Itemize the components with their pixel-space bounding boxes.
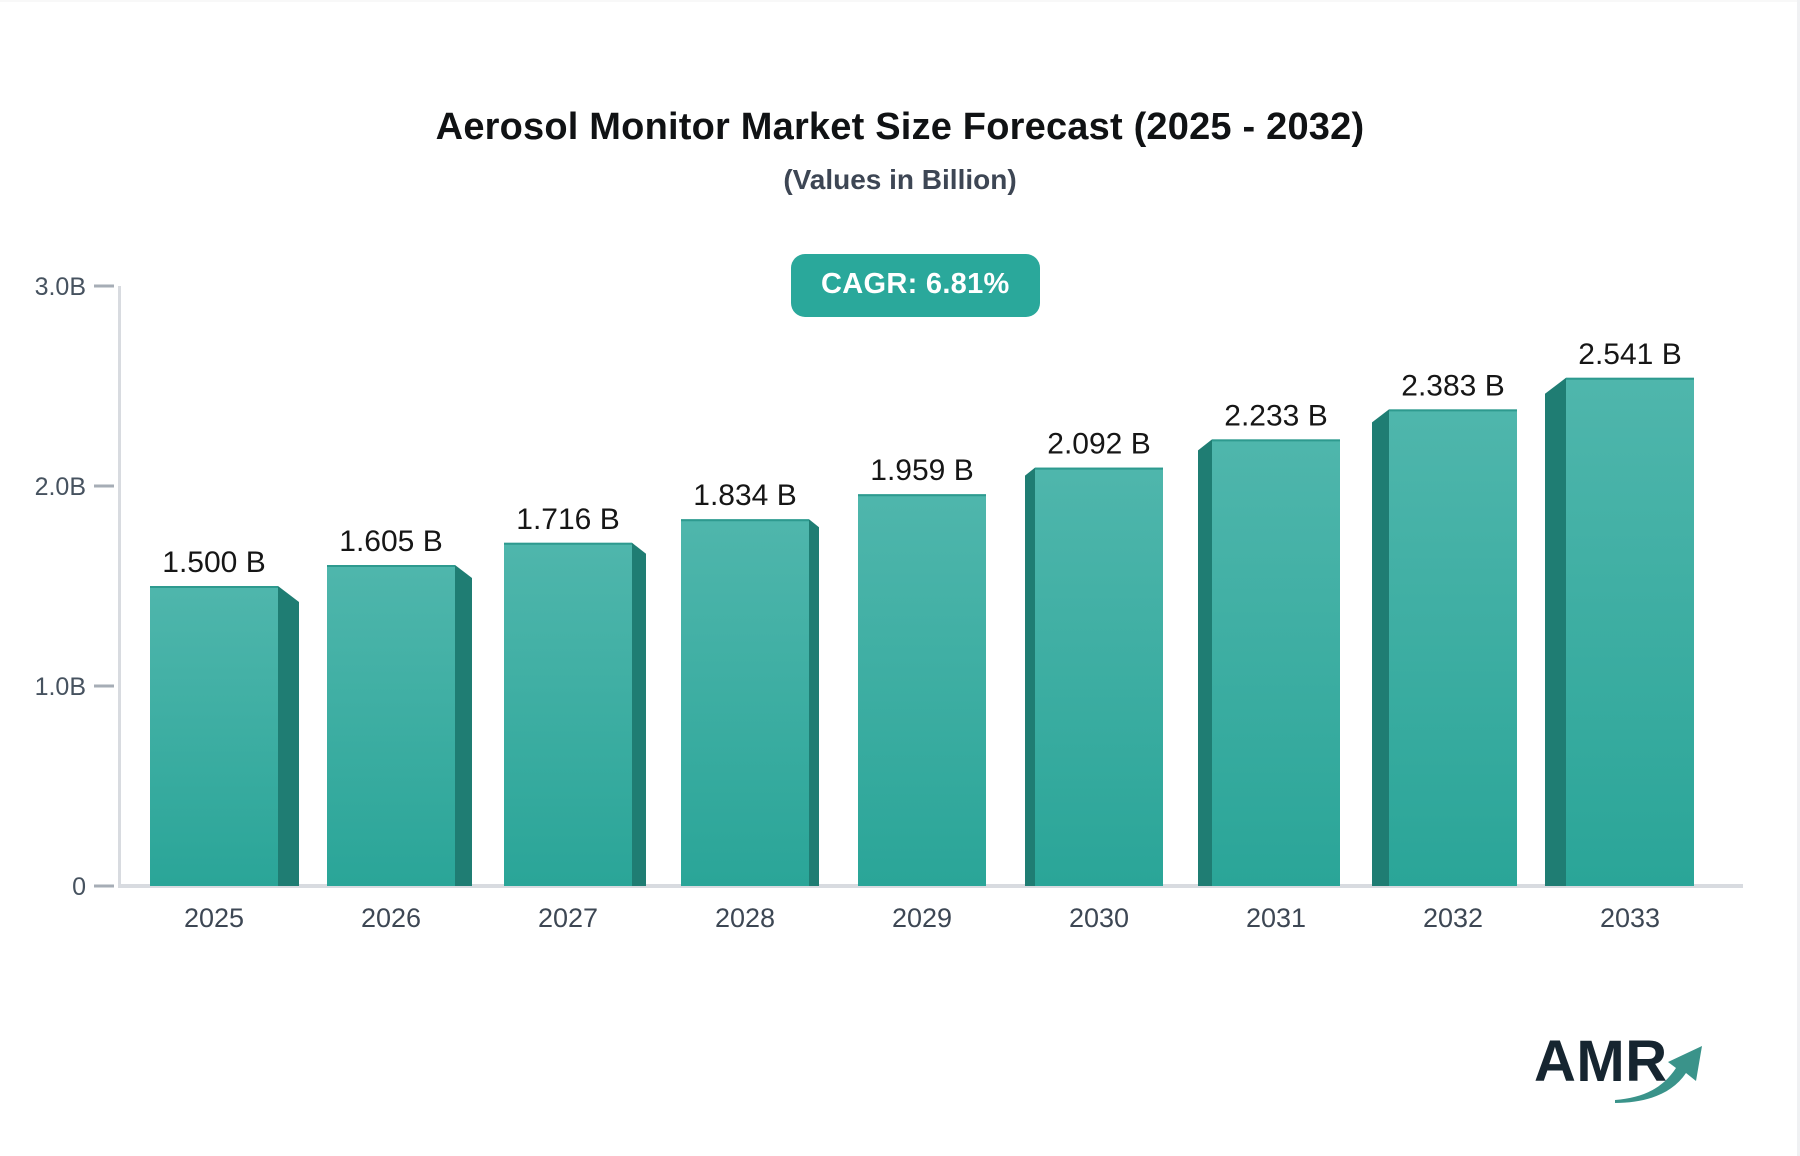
bar-value-label: 2.092 B	[1047, 428, 1150, 461]
bar-group-2029[interactable]: 1.959 B	[858, 454, 986, 886]
bar-front-face[interactable]	[1389, 409, 1517, 886]
y-axis-tick-label: 1.0B	[35, 673, 86, 701]
x-axis-label: 2030	[1069, 903, 1129, 933]
bar-side-face	[809, 519, 819, 886]
x-axis-label: 2032	[1423, 903, 1483, 933]
bar-value-label: 2.233 B	[1224, 399, 1327, 432]
trend-up-arrow-icon	[1615, 1046, 1702, 1103]
bar-front-face[interactable]	[858, 494, 986, 886]
bar-side-face	[1025, 467, 1035, 886]
bar-group-2027[interactable]: 1.716 B	[504, 503, 646, 886]
y-axis-tick-label: 0	[72, 873, 86, 901]
bar-front-face[interactable]	[681, 519, 809, 886]
y-axis-line	[118, 286, 121, 886]
bar-group-2031[interactable]: 2.233 B	[1198, 399, 1340, 886]
y-axis-tick	[94, 484, 114, 488]
bar-value-label: 1.716 B	[516, 503, 619, 536]
bar-front-face[interactable]	[150, 586, 278, 886]
amr-logo: AMR	[1530, 1033, 1715, 1118]
y-axis-tick	[94, 684, 114, 688]
bar-front-face[interactable]	[1212, 439, 1340, 886]
bar-side-face	[1545, 377, 1566, 886]
x-axis-label: 2026	[361, 903, 421, 933]
x-axis-label: 2031	[1246, 903, 1306, 933]
y-axis-tick-label: 2.0B	[35, 473, 86, 501]
bar-value-label: 1.500 B	[162, 546, 265, 579]
page-border-right	[1797, 0, 1800, 1156]
x-axis-label: 2028	[715, 903, 775, 933]
x-axis-label: 2025	[184, 903, 244, 933]
y-axis-tick	[94, 284, 114, 288]
bar-front-face[interactable]	[1035, 467, 1163, 886]
bar-front-face[interactable]	[1566, 377, 1694, 886]
chart-subtitle: (Values in Billion)	[783, 164, 1017, 195]
bar-value-label: 1.834 B	[693, 479, 796, 512]
cagr-badge: CAGR: 6.81%	[791, 254, 1040, 317]
bar-group-2028[interactable]: 1.834 B	[681, 479, 819, 886]
y-axis-tick-label: 3.0B	[35, 273, 86, 301]
chart-title: Aerosol Monitor Market Size Forecast (20…	[435, 106, 1365, 148]
bar-group-2025[interactable]: 1.500 B	[150, 546, 299, 886]
bar-front-face[interactable]	[327, 565, 455, 886]
x-axis-label: 2029	[892, 903, 952, 933]
bar-value-label: 1.605 B	[339, 525, 442, 558]
bar-group-2030[interactable]: 2.092 B	[1025, 428, 1163, 886]
bar-side-face	[278, 586, 299, 886]
x-axis-label: 2027	[538, 903, 598, 933]
page-border-top	[0, 0, 1800, 2]
y-axis-tick	[94, 884, 114, 888]
bar-value-label: 1.959 B	[870, 454, 973, 487]
bar-group-2032[interactable]: 2.383 B	[1372, 369, 1517, 886]
bar-side-face	[455, 565, 472, 886]
x-axis-label: 2033	[1600, 903, 1660, 933]
amr-logo-text: AMR	[1534, 1029, 1668, 1094]
bar-group-2033[interactable]: 2.541 B	[1545, 338, 1694, 886]
bar-group-2026[interactable]: 1.605 B	[327, 525, 472, 886]
bar-side-face	[1372, 409, 1389, 886]
bar-value-label: 2.541 B	[1578, 338, 1681, 371]
bar-value-label: 2.383 B	[1401, 369, 1504, 402]
bar-side-face	[632, 542, 646, 886]
bar-side-face	[1198, 439, 1212, 886]
bar-front-face[interactable]	[504, 542, 632, 886]
